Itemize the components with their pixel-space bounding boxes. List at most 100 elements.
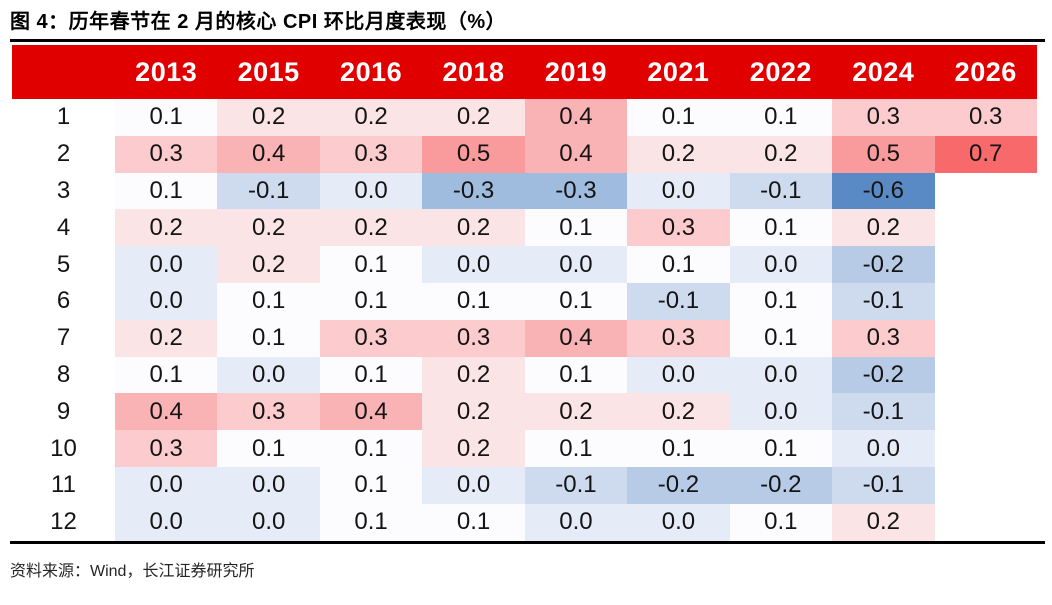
month-label: 6 bbox=[12, 282, 115, 320]
top-rule bbox=[10, 39, 1045, 42]
month-label: 1 bbox=[12, 99, 115, 136]
value-cell-2016-m11: 0.1 bbox=[319, 466, 423, 504]
value-cell-2024-m4: 0.2 bbox=[832, 209, 935, 247]
value-cell-2013-m5: 0.0 bbox=[115, 246, 218, 283]
table-row-month-2: 2 0.3 0.4 0.3 0.5 0.4 0.2 0.2 0.5 0.7 bbox=[12, 135, 1037, 173]
value-cell-2024-m12: 0.2 bbox=[832, 503, 935, 541]
value-cell-2018-m1: 0.2 bbox=[422, 99, 525, 136]
value-cell-2026-m6 bbox=[935, 283, 1037, 320]
value-cell-2026-m5 bbox=[935, 246, 1037, 283]
value-cell-2016-m9: 0.4 bbox=[319, 393, 423, 431]
year-header-2018: 2018 bbox=[442, 56, 505, 87]
table-row-month-7: 7 0.2 0.1 0.3 0.3 0.4 0.3 0.1 0.3 bbox=[12, 319, 1037, 357]
value-cell-2021-m4: 0.3 bbox=[627, 209, 730, 247]
month-label: 7 bbox=[12, 319, 115, 357]
bottom-rule bbox=[10, 540, 1045, 544]
figure-title: 图 4：历年春节在 2 月的核心 CPI 环比月度表现（%） bbox=[10, 11, 507, 33]
value-cell-2019-m6: 0.1 bbox=[524, 282, 628, 320]
value-cell-2018-m12: 0.1 bbox=[422, 503, 525, 541]
table-row-month-10: 10 0.3 0.1 0.1 0.2 0.1 0.1 0.1 0.0 bbox=[12, 430, 1037, 467]
value-cell-2022-m7: 0.1 bbox=[729, 319, 833, 357]
value-cell-2018-m5: 0.0 bbox=[422, 246, 525, 283]
value-cell-2026-m7 bbox=[935, 320, 1037, 357]
value-cell-2019-m4: 0.1 bbox=[524, 209, 628, 247]
value-cell-2024-m8: -0.2 bbox=[832, 356, 935, 394]
year-header-2013: 2013 bbox=[135, 56, 198, 87]
table-row-month-6: 6 0.0 0.1 0.1 0.1 0.1 -0.1 0.1 -0.1 bbox=[12, 282, 1037, 320]
value-cell-2026-m1: 0.3 bbox=[934, 99, 1037, 136]
value-cell-2018-m8: 0.2 bbox=[422, 356, 525, 394]
value-cell-2016-m12: 0.1 bbox=[319, 503, 423, 541]
value-cell-2016-m4: 0.2 bbox=[319, 209, 423, 247]
value-cell-2015-m12: 0.0 bbox=[217, 503, 320, 541]
table-row-month-12: 12 0.0 0.0 0.1 0.1 0.0 0.0 0.1 0.2 bbox=[12, 503, 1037, 541]
value-cell-2019-m11: -0.1 bbox=[524, 466, 628, 504]
value-cell-2015-m9: 0.3 bbox=[217, 393, 320, 431]
value-cell-2022-m3: -0.1 bbox=[729, 172, 833, 210]
value-cell-2022-m10: 0.1 bbox=[729, 430, 833, 467]
month-label: 2 bbox=[12, 135, 115, 173]
value-cell-2018-m7: 0.3 bbox=[422, 319, 525, 357]
value-cell-2021-m6: -0.1 bbox=[627, 282, 730, 320]
month-label: 4 bbox=[12, 209, 115, 247]
value-cell-2019-m2: 0.4 bbox=[524, 135, 628, 173]
table-row-month-8: 8 0.1 0.0 0.1 0.2 0.1 0.0 0.0 -0.2 bbox=[12, 356, 1037, 394]
value-cell-2021-m12: 0.0 bbox=[627, 503, 730, 541]
value-cell-2024-m6: -0.1 bbox=[832, 282, 935, 320]
value-cell-2013-m9: 0.4 bbox=[115, 393, 218, 431]
value-cell-2019-m5: 0.0 bbox=[524, 246, 628, 283]
value-cell-2015-m2: 0.4 bbox=[217, 135, 320, 173]
table-row-month-4: 4 0.2 0.2 0.2 0.2 0.1 0.3 0.1 0.2 bbox=[12, 209, 1037, 247]
value-cell-2015-m1: 0.2 bbox=[217, 99, 320, 136]
value-cell-2024-m3: -0.6 bbox=[832, 172, 935, 210]
value-cell-2013-m3: 0.1 bbox=[115, 172, 218, 210]
month-label: 9 bbox=[12, 393, 115, 431]
year-header-2016: 2016 bbox=[340, 56, 403, 87]
value-cell-2015-m11: 0.0 bbox=[217, 466, 320, 504]
value-cell-2026-m12 bbox=[935, 504, 1037, 541]
value-cell-2016-m3: 0.0 bbox=[319, 172, 423, 210]
cpi-heatmap-table: 2013 2015 2016 2018 2019 2021 2022 2024 2026 1 0.… bbox=[12, 45, 1037, 541]
value-cell-2015-m6: 0.1 bbox=[217, 282, 320, 320]
value-cell-2018-m11: 0.0 bbox=[422, 466, 525, 504]
value-cell-2016-m2: 0.3 bbox=[319, 135, 423, 173]
month-label: 11 bbox=[12, 466, 115, 504]
value-cell-2015-m8: 0.0 bbox=[217, 356, 320, 394]
value-cell-2022-m4: 0.1 bbox=[729, 209, 833, 247]
value-cell-2015-m7: 0.1 bbox=[217, 319, 320, 357]
value-cell-2018-m3: -0.3 bbox=[422, 172, 525, 210]
value-cell-2026-m8 bbox=[935, 357, 1037, 394]
value-cell-2018-m6: 0.1 bbox=[422, 282, 525, 320]
value-cell-2021-m3: 0.0 bbox=[627, 172, 730, 210]
value-cell-2016-m6: 0.1 bbox=[319, 282, 423, 320]
table-row-month-1: 1 0.1 0.2 0.2 0.2 0.4 0.1 0.1 0.3 0.3 bbox=[12, 99, 1037, 136]
table-header-row: 2013 2015 2016 2018 2019 2021 2022 2024 2026 bbox=[12, 45, 1037, 99]
month-label: 5 bbox=[12, 246, 115, 283]
value-cell-2015-m5: 0.2 bbox=[217, 246, 320, 283]
year-header-2019: 2019 bbox=[544, 56, 607, 87]
year-header-2015: 2015 bbox=[237, 56, 300, 87]
value-cell-2018-m10: 0.2 bbox=[422, 430, 525, 467]
value-cell-2016-m7: 0.3 bbox=[319, 319, 423, 357]
value-cell-2021-m11: -0.2 bbox=[627, 466, 730, 504]
value-cell-2022-m11: -0.2 bbox=[729, 466, 833, 504]
value-cell-2015-m10: 0.1 bbox=[217, 430, 320, 467]
month-label: 12 bbox=[12, 503, 115, 541]
table-row-month-9: 9 0.4 0.3 0.4 0.2 0.2 0.2 0.0 -0.1 bbox=[12, 393, 1037, 431]
month-label: 10 bbox=[12, 430, 115, 467]
value-cell-2024-m1: 0.3 bbox=[832, 99, 935, 136]
value-cell-2022-m12: 0.1 bbox=[729, 503, 833, 541]
value-cell-2026-m3 bbox=[935, 173, 1037, 210]
value-cell-2022-m9: 0.0 bbox=[729, 393, 833, 431]
value-cell-2024-m5: -0.2 bbox=[832, 246, 935, 283]
value-cell-2018-m2: 0.5 bbox=[422, 135, 525, 173]
month-label: 8 bbox=[12, 356, 115, 394]
value-cell-2019-m8: 0.1 bbox=[524, 356, 628, 394]
value-cell-2019-m9: 0.2 bbox=[524, 393, 628, 431]
value-cell-2026-m11 bbox=[935, 467, 1037, 504]
value-cell-2019-m12: 0.0 bbox=[524, 503, 628, 541]
value-cell-2026-m10 bbox=[935, 430, 1037, 467]
value-cell-2026-m9 bbox=[935, 393, 1037, 430]
value-cell-2024-m2: 0.5 bbox=[832, 135, 935, 173]
value-cell-2024-m9: -0.1 bbox=[832, 393, 935, 431]
